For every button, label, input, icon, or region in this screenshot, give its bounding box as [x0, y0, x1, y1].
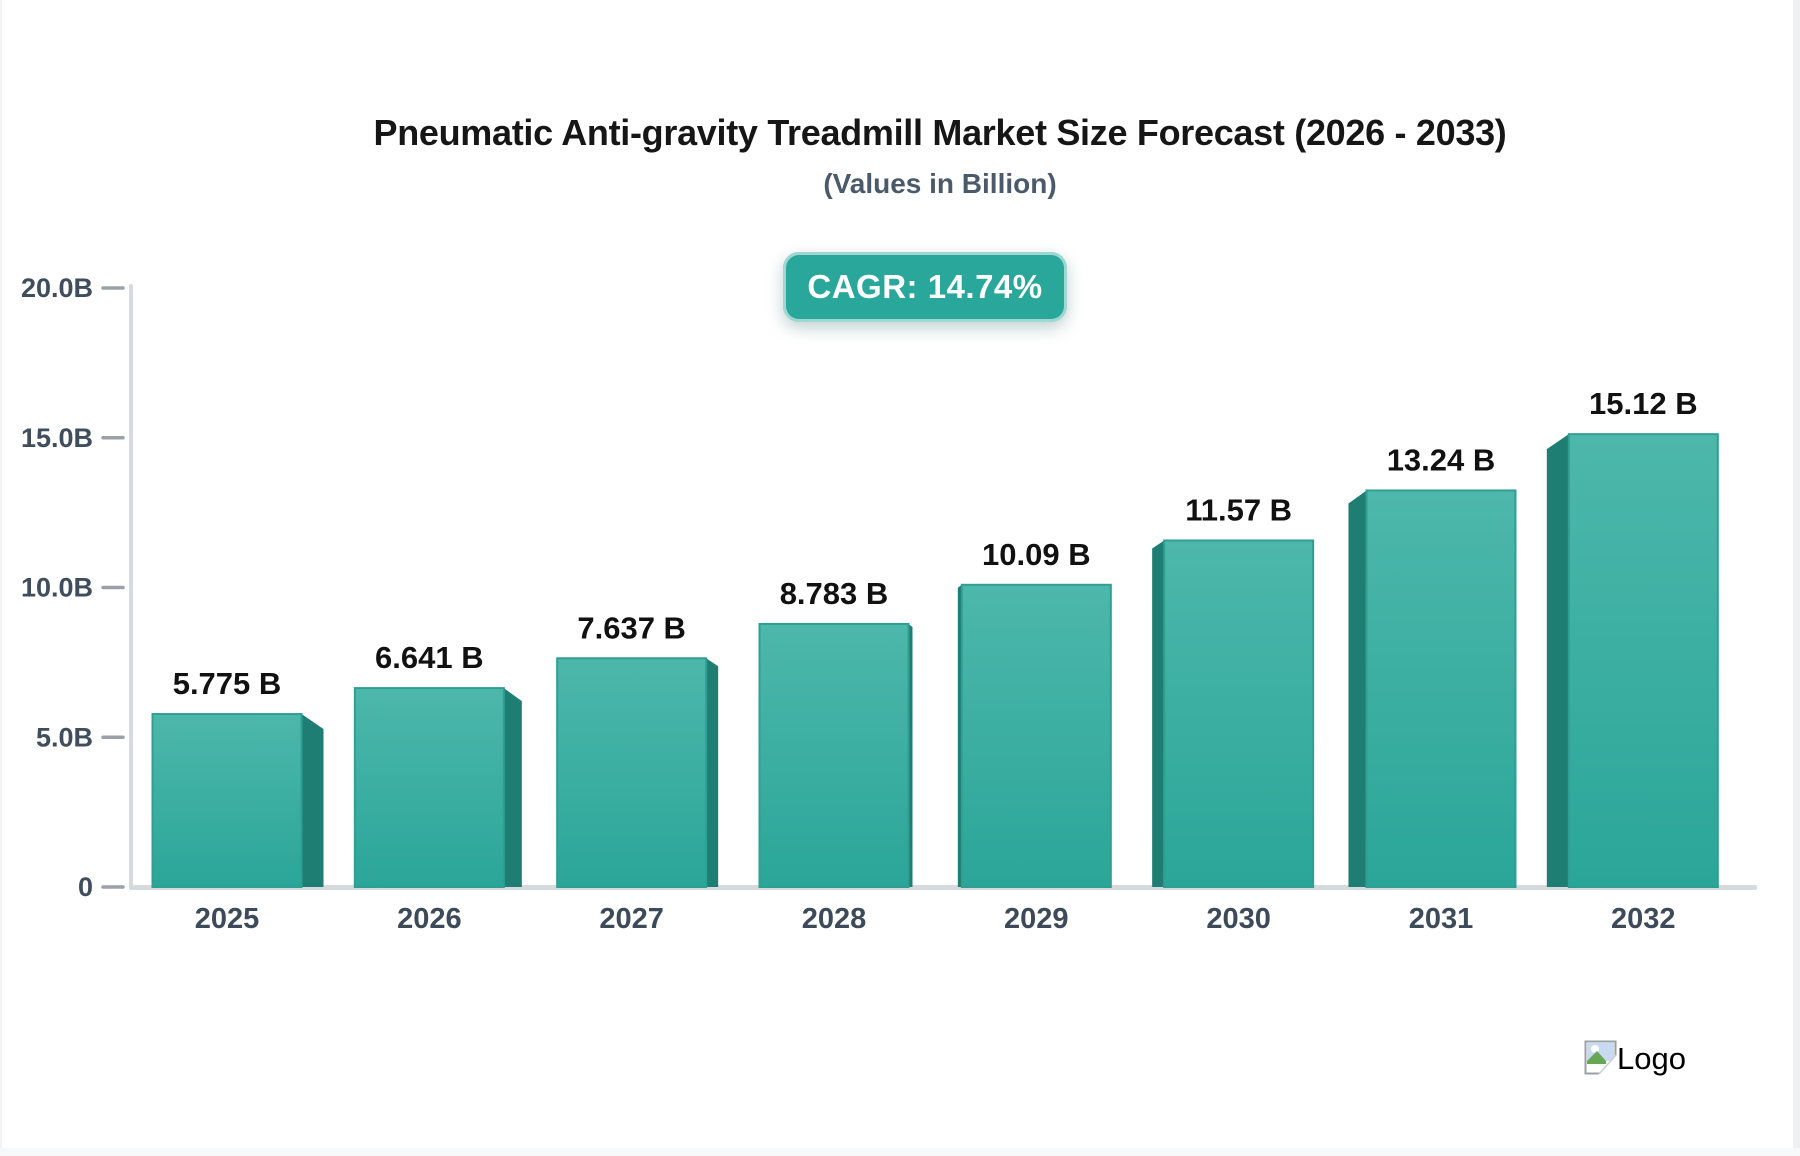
bar-side-face[interactable]	[957, 584, 962, 887]
bar-2031: 13.24 B 2031	[1348, 442, 1517, 935]
page-border-bottom	[0, 1148, 1800, 1156]
bar-side-face[interactable]	[301, 714, 324, 887]
bar-value-label: 10.09 B	[982, 537, 1091, 572]
bar-2029: 10.09 B 2029	[957, 537, 1112, 935]
page-border-right	[1793, 0, 1800, 1156]
x-axis-label: 2032	[1611, 903, 1676, 935]
bar-2027: 7.637 B 2027	[556, 610, 719, 935]
bar-main-face[interactable]	[1163, 539, 1315, 889]
bar-main-face[interactable]	[151, 713, 303, 888]
bar-main-face[interactable]	[1365, 489, 1517, 888]
cagr-badge: CAGR: 14.74%	[783, 252, 1067, 322]
bar-main-face[interactable]	[353, 687, 505, 888]
bar-value-label: 7.637 B	[577, 610, 686, 645]
bar-main-face[interactable]	[556, 657, 708, 888]
chart-title: Pneumatic Anti-gravity Treadmill Market …	[373, 112, 1507, 153]
bar-value-label: 11.57 B	[1185, 492, 1292, 527]
y-axis-label: 15.0B	[21, 423, 93, 453]
bar-side-face[interactable]	[1546, 434, 1569, 887]
bar-side-face[interactable]	[706, 658, 719, 887]
bar-side-face[interactable]	[1152, 540, 1165, 887]
bar-2026: 6.641 B 2026	[353, 640, 522, 935]
page-border-left	[0, 0, 2, 1156]
bar-2030: 11.57 B 2030	[1152, 492, 1315, 935]
logo-placeholder: Logo	[1584, 1040, 1686, 1080]
x-axis-label: 2026	[397, 903, 462, 935]
bar-side-face[interactable]	[503, 688, 522, 887]
bar-2025: 5.775 B 2025	[151, 666, 324, 935]
bar-value-label: 5.775 B	[173, 666, 282, 701]
bar-side-face[interactable]	[1348, 490, 1367, 887]
x-axis-label: 2031	[1409, 903, 1474, 935]
bar-2028: 8.783 B 2028	[758, 576, 913, 935]
bar-value-label: 13.24 B	[1387, 442, 1496, 477]
bar-main-face[interactable]	[1567, 433, 1719, 888]
bar-2032: 15.12 B 2032	[1546, 386, 1719, 935]
y-axis-label: 5.0B	[36, 722, 93, 752]
x-axis-label: 2025	[195, 903, 260, 935]
x-axis-label: 2028	[802, 903, 867, 935]
y-axis-label: 0	[78, 872, 93, 902]
bar-value-label: 6.641 B	[375, 640, 484, 675]
y-axis-line	[129, 284, 133, 889]
x-axis-label: 2029	[1004, 903, 1069, 935]
y-axis-label: 10.0B	[21, 573, 93, 603]
bar-main-face[interactable]	[758, 622, 910, 888]
broken-image-icon	[1584, 1040, 1617, 1075]
bar-value-label: 8.783 B	[780, 576, 889, 611]
x-axis-label: 2027	[599, 903, 664, 935]
x-axis-label: 2030	[1206, 903, 1271, 935]
logo-alt-text: Logo	[1617, 1041, 1686, 1076]
bar-value-label: 15.12 B	[1589, 386, 1698, 421]
bar-main-face[interactable]	[960, 583, 1112, 888]
chart-subtitle: (Values in Billion)	[823, 168, 1057, 199]
y-axis-label: 20.0B	[21, 273, 93, 303]
